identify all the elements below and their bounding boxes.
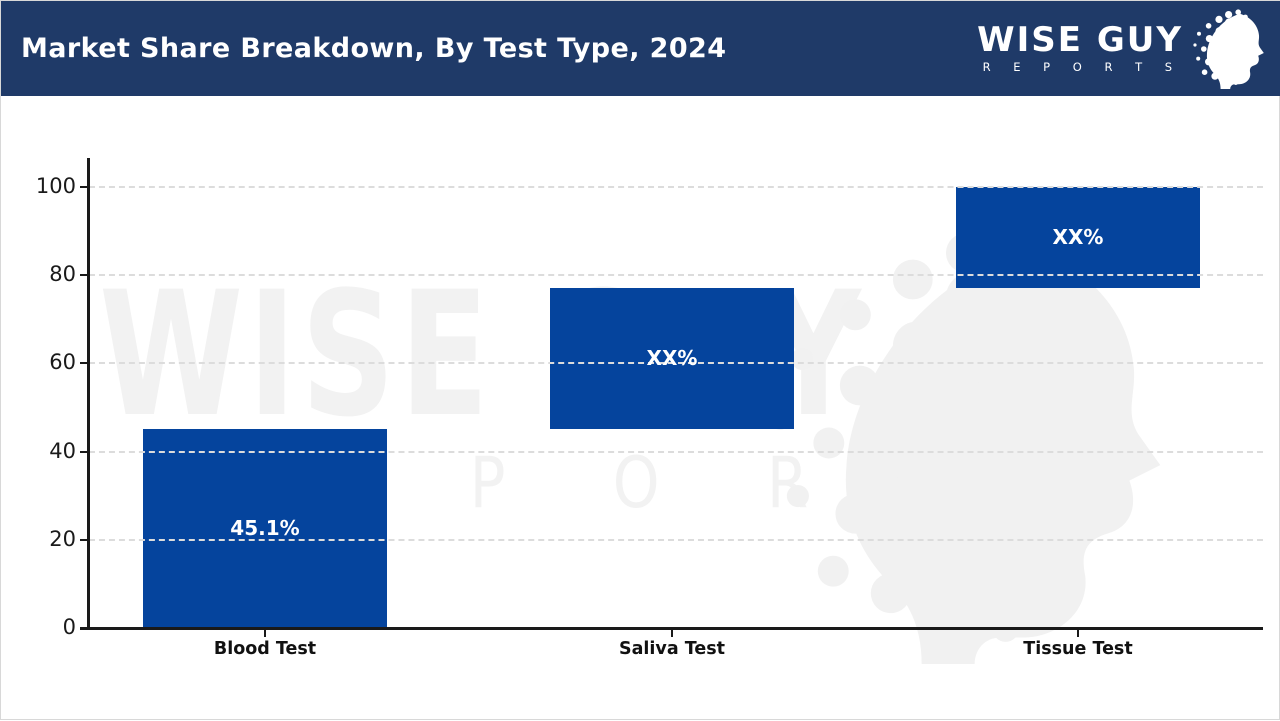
watermark-face-icon <box>736 222 1178 664</box>
gridline-100 <box>89 186 1263 188</box>
x-category-saliva-test: Saliva Test <box>619 639 725 659</box>
y-tick-label: 40 <box>49 438 76 463</box>
y-axis-line <box>87 158 90 629</box>
bar-value-blood-test: 45.1% <box>230 515 300 540</box>
x-category-blood-test: Blood Test <box>213 639 317 659</box>
y-tick-mark <box>80 186 88 188</box>
gridline-80 <box>89 274 1263 277</box>
y-tick-mark <box>80 450 88 453</box>
y-tick-label: 0 <box>62 615 76 639</box>
gridline-20 <box>89 538 1263 541</box>
wiseguy-logo-text: WISE GUY R E P O R T S <box>977 23 1183 74</box>
y-tick-label: 20 <box>49 526 76 551</box>
x-tick-mark <box>1077 630 1079 637</box>
y-tick-label: 60 <box>49 350 76 375</box>
y-tick-mark <box>80 538 88 541</box>
y-tick-label: 80 <box>49 262 76 287</box>
y-tick-label: 100 <box>35 174 76 198</box>
chart-title: Market Share Breakdown, By Test Type, 20… <box>21 33 727 64</box>
x-tick-mark <box>264 630 266 637</box>
bar-value-tissue-test: XX% <box>1052 224 1104 249</box>
bar-tissue-test <box>956 187 1200 288</box>
wiseguy-logo: WISE GUY R E P O R T S <box>977 8 1267 90</box>
waterfall-chart: WISE GUY R E P O R T S 0 20 40 60 80 100 45.1%… <box>1 96 1280 721</box>
x-axis-line <box>80 627 1263 630</box>
x-tick-mark <box>671 630 673 637</box>
logo-subtitle: R E P O R T S <box>982 60 1182 75</box>
y-tick-mark <box>80 274 88 277</box>
bar-value-saliva-test: XX% <box>646 345 698 370</box>
bar-saliva-test <box>550 288 794 430</box>
y-tick-mark <box>80 362 88 365</box>
header-banner: Market Share Breakdown, By Test Type, 20… <box>1 1 1280 96</box>
bar-blood-test <box>143 429 387 628</box>
x-category-tissue-test: Tissue Test <box>1023 639 1133 659</box>
y-tick-mark <box>80 627 88 629</box>
wiseguy-face-icon <box>1187 8 1267 90</box>
logo-wordmark: WISE GUY <box>977 20 1183 61</box>
gridline-40 <box>89 450 1263 453</box>
gridline-60 <box>89 362 1263 365</box>
